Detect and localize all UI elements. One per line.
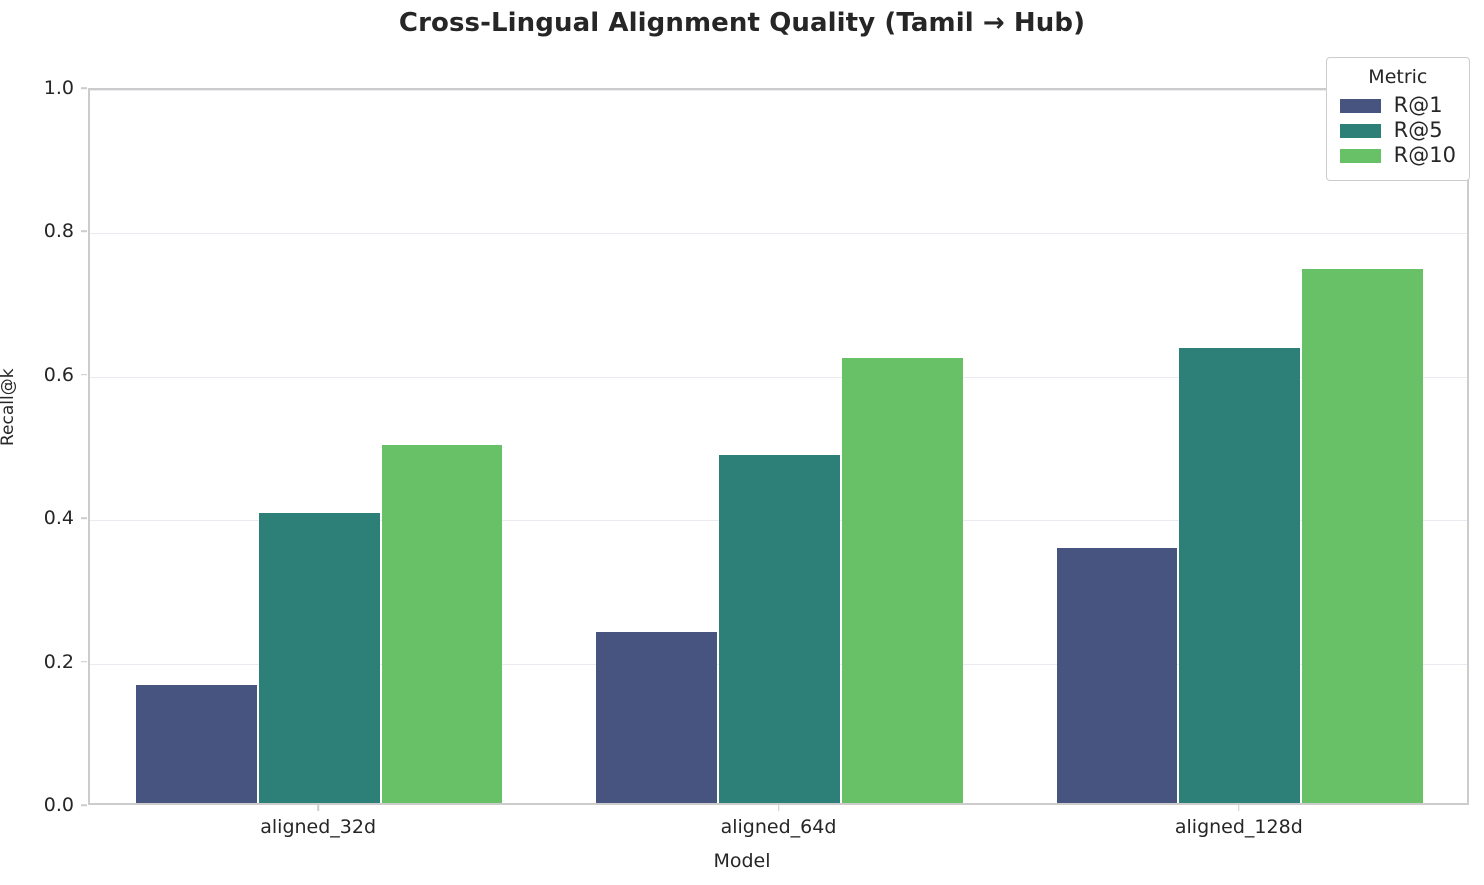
legend-title: Metric: [1368, 66, 1428, 88]
y-tick-mark: [81, 517, 87, 519]
x-tick-label: aligned_64d: [720, 816, 837, 838]
y-tick-label: 1.0: [43, 77, 74, 99]
y-tick-mark: [81, 230, 87, 233]
bar: [258, 512, 380, 803]
legend-entry[interactable]: R@1: [1339, 93, 1456, 117]
y-tick-mark: [81, 660, 87, 663]
x-tick-label: aligned_32d: [260, 816, 377, 838]
bar: [841, 358, 963, 803]
y-tick-mark: [81, 374, 87, 376]
x-axis-label: Model: [713, 850, 771, 872]
bar-series-group: [90, 90, 1467, 803]
legend: Metric R@1 R@5 R@10: [1325, 57, 1470, 181]
legend-entries: R@1 R@5 R@10: [1339, 93, 1456, 167]
legend-label: R@1: [1393, 93, 1443, 117]
bar: [1179, 347, 1301, 803]
y-tick-mark: [81, 87, 87, 89]
gridline: [90, 376, 1467, 378]
gridline: [90, 90, 1467, 91]
legend-label: R@10: [1393, 143, 1456, 167]
y-tick-label: 0.2: [43, 650, 74, 673]
x-tick-label: aligned_128d: [1174, 816, 1303, 838]
y-tick-label: 0.4: [43, 507, 74, 530]
y-tick-label: 0.6: [43, 363, 74, 386]
x-tick-mark: [317, 805, 319, 811]
x-tick-mark: [1238, 805, 1240, 811]
y-axis-ticks: 0.0 0.2 0.4 0.6 0.8 1.0: [0, 0, 88, 885]
bar: [381, 444, 503, 803]
chart-title: Cross-Lingual Alignment Quality (Tamil →…: [398, 8, 1086, 38]
legend-entry[interactable]: R@5: [1339, 118, 1456, 142]
gridline: [90, 233, 1467, 235]
y-tick-mark: [81, 804, 87, 806]
y-tick-label: 0.0: [43, 794, 74, 816]
legend-swatch-icon: [1339, 148, 1381, 163]
legend-label: R@5: [1393, 118, 1443, 142]
plot-area: [88, 88, 1469, 805]
bar: [136, 684, 257, 803]
bar: [1056, 547, 1178, 803]
bar: [1302, 268, 1423, 803]
y-tick-label: 0.8: [43, 220, 74, 243]
bar: [596, 631, 718, 803]
legend-swatch-icon: [1339, 123, 1381, 138]
x-tick-mark: [777, 805, 780, 811]
legend-swatch-icon: [1339, 98, 1381, 113]
bar: [719, 454, 840, 803]
legend-entry[interactable]: R@10: [1339, 143, 1456, 167]
